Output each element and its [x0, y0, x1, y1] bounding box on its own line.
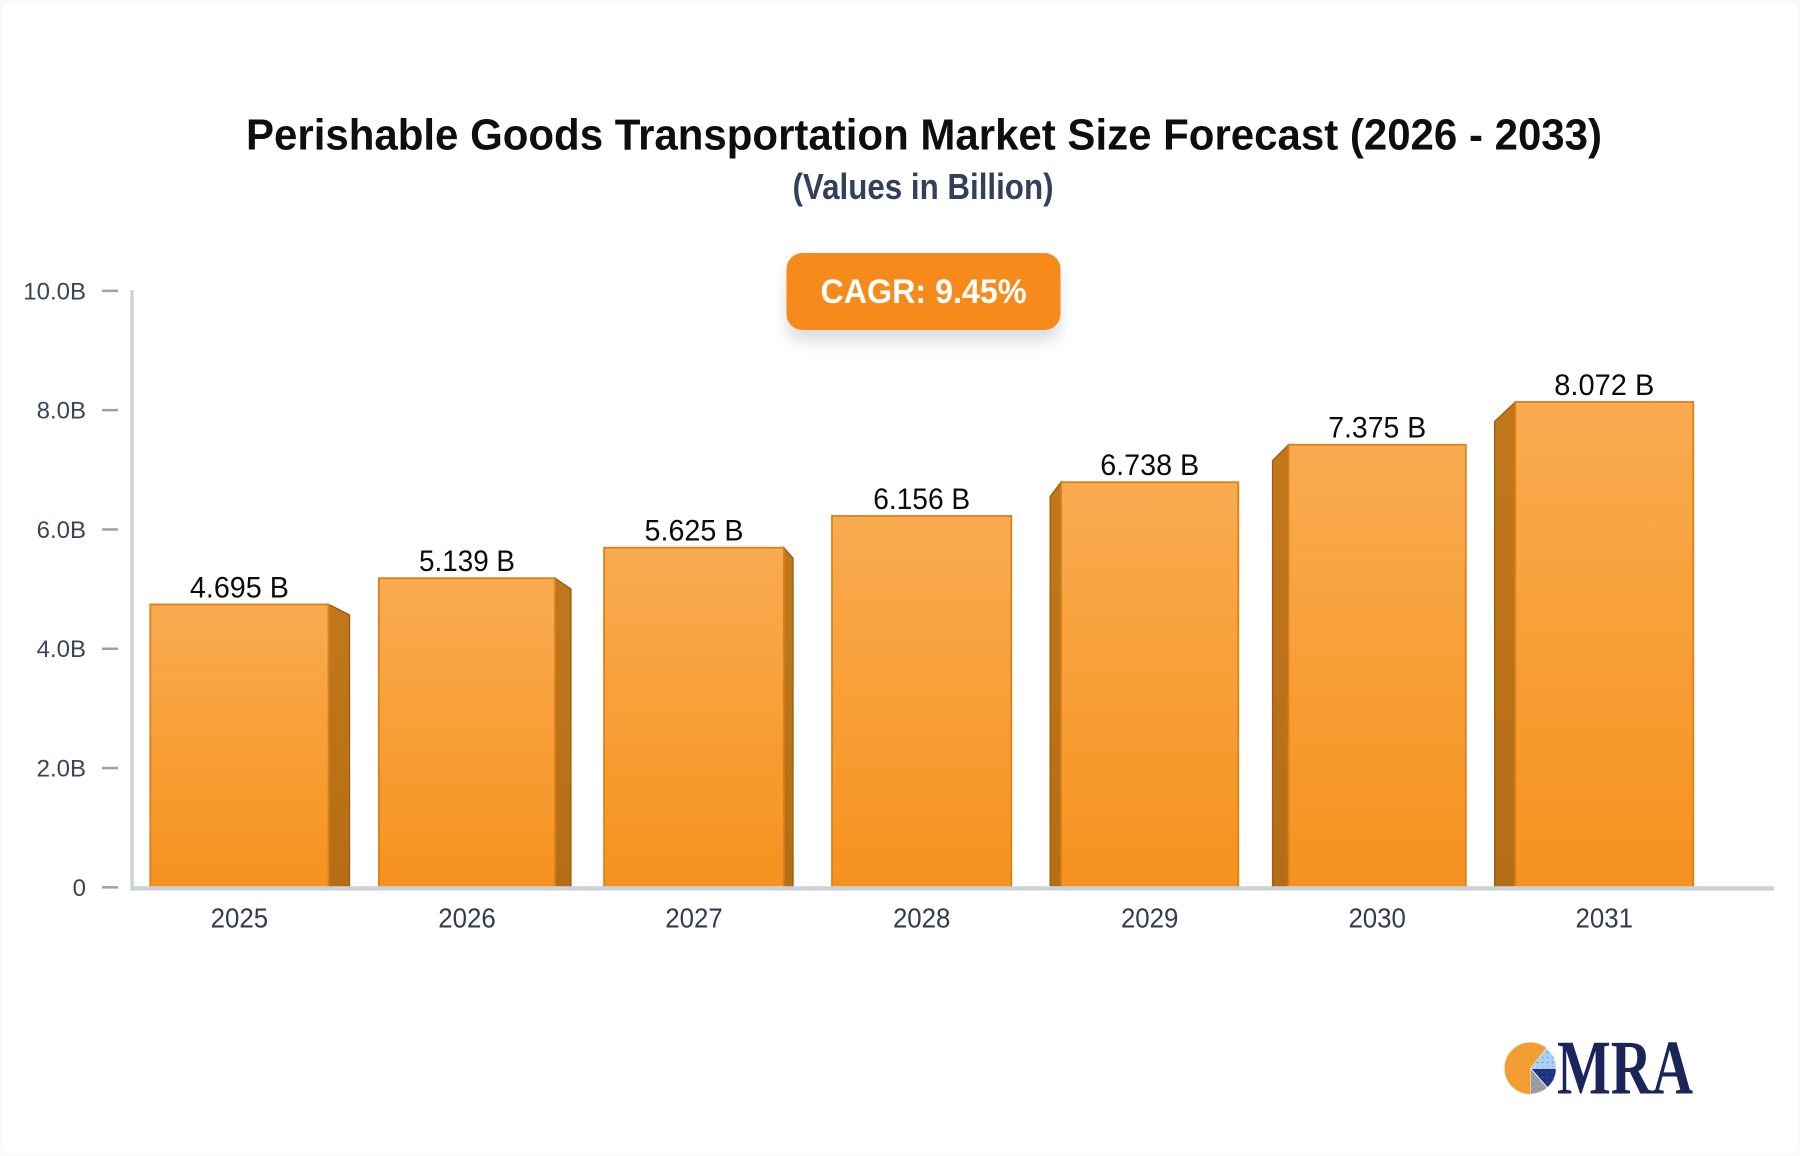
- svg-text:CAGR: 9.45%: CAGR: 9.45%: [821, 273, 1027, 311]
- svg-text:0: 0: [73, 875, 86, 902]
- svg-text:4.0B: 4.0B: [37, 636, 86, 663]
- svg-text:2028: 2028: [893, 903, 951, 934]
- svg-text:2027: 2027: [665, 903, 723, 934]
- svg-text:2026: 2026: [438, 903, 496, 934]
- svg-text:6.156 B: 6.156 B: [873, 483, 970, 516]
- svg-text:5.139 B: 5.139 B: [419, 545, 515, 578]
- svg-text:5.625 B: 5.625 B: [645, 515, 744, 548]
- svg-text:2031: 2031: [1576, 903, 1634, 934]
- svg-text:8.0B: 8.0B: [37, 398, 86, 425]
- svg-text:8.072 B: 8.072 B: [1554, 369, 1654, 402]
- svg-text:2030: 2030: [1348, 903, 1406, 934]
- svg-text:2029: 2029: [1121, 903, 1179, 934]
- svg-text:6.0B: 6.0B: [37, 517, 86, 544]
- svg-text:MRA: MRA: [1557, 1025, 1693, 1111]
- svg-text:2.0B: 2.0B: [37, 756, 86, 783]
- svg-text:7.375 B: 7.375 B: [1328, 412, 1426, 445]
- svg-text:4.695 B: 4.695 B: [190, 571, 289, 604]
- svg-text:Perishable Goods Transportatio: Perishable Goods Transportation Market S…: [246, 111, 1602, 160]
- svg-text:(Values in Billion): (Values in Billion): [793, 166, 1054, 207]
- svg-text:6.738 B: 6.738 B: [1100, 449, 1199, 482]
- svg-text:10.0B: 10.0B: [23, 278, 86, 305]
- svg-text:2025: 2025: [211, 903, 269, 934]
